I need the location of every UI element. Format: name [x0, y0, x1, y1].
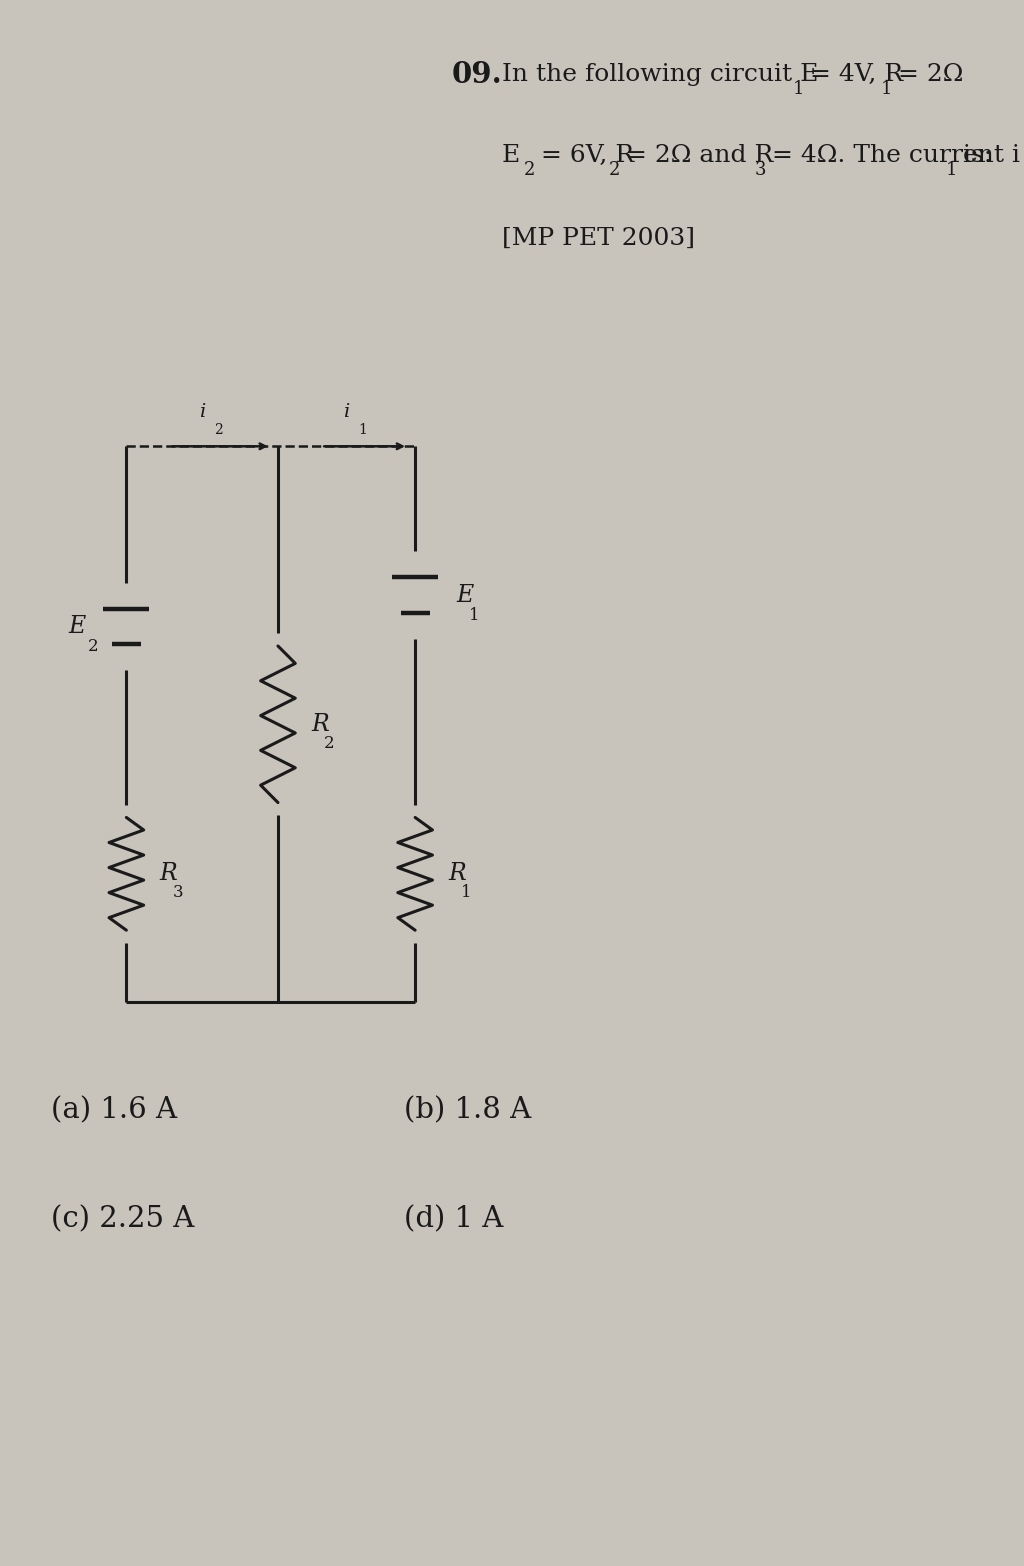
Text: = 4Ω. The current i: = 4Ω. The current i: [764, 144, 1020, 168]
Text: 1: 1: [358, 423, 367, 437]
Text: 1: 1: [469, 608, 480, 623]
Text: (b) 1.8 A: (b) 1.8 A: [404, 1096, 531, 1124]
Text: E: E: [502, 144, 520, 168]
Text: 1: 1: [946, 161, 957, 179]
Text: [MP PET 2003]: [MP PET 2003]: [502, 227, 694, 251]
Text: In the following circuit E: In the following circuit E: [502, 63, 818, 86]
Text: 2: 2: [523, 161, 535, 179]
Text: R: R: [311, 713, 329, 736]
Text: i: i: [343, 404, 349, 421]
Text: 1: 1: [462, 885, 472, 900]
Text: 1: 1: [881, 80, 892, 97]
Text: 09.: 09.: [452, 60, 502, 89]
Text: = 2Ω: = 2Ω: [890, 63, 964, 86]
Text: (c) 2.25 A: (c) 2.25 A: [50, 1206, 194, 1234]
Text: 3: 3: [755, 161, 766, 179]
Text: R: R: [160, 863, 177, 885]
Text: is:: is:: [955, 144, 992, 168]
Text: 2: 2: [325, 734, 335, 752]
Text: i: i: [199, 404, 205, 421]
Text: 2: 2: [608, 161, 620, 179]
Text: = 2Ω and R: = 2Ω and R: [618, 144, 773, 168]
Text: R: R: [449, 863, 466, 885]
Text: 2: 2: [214, 423, 222, 437]
Text: 3: 3: [173, 885, 183, 900]
Text: (a) 1.6 A: (a) 1.6 A: [50, 1096, 177, 1124]
Text: E: E: [457, 584, 473, 606]
Text: (d) 1 A: (d) 1 A: [404, 1206, 504, 1234]
Text: 1: 1: [793, 80, 804, 97]
Text: = 6V, R: = 6V, R: [532, 144, 634, 168]
Text: 2: 2: [88, 639, 98, 655]
Text: = 4V, R: = 4V, R: [802, 63, 903, 86]
Text: E: E: [68, 615, 85, 637]
